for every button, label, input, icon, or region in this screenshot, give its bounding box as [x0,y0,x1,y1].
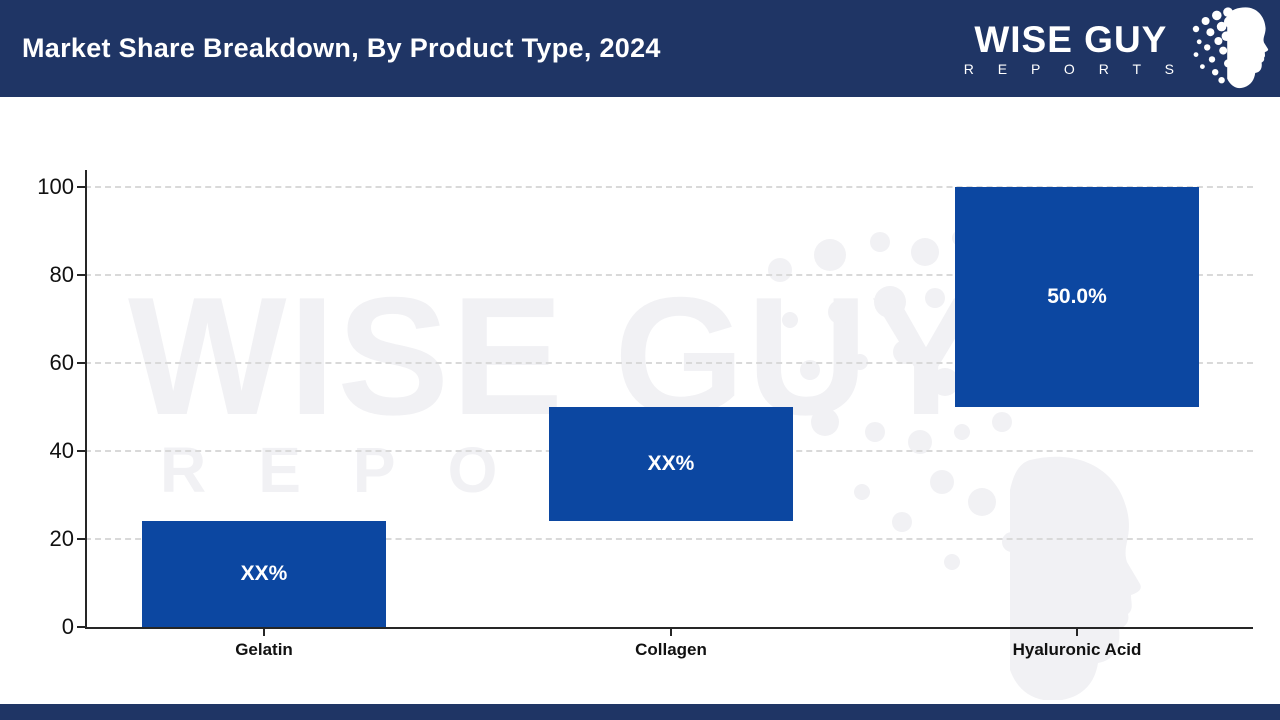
y-axis-tick [77,274,85,276]
bar-value-label: 50.0% [1047,285,1107,308]
x-axis-tick [1076,629,1078,636]
x-axis-tick [263,629,265,636]
bar-hyaluronic-acid [955,187,1199,407]
x-category-label: Gelatin [235,640,293,659]
wiseguy-face-icon [1192,6,1269,88]
y-axis-line [85,170,87,629]
watermark-face-dots [768,230,1141,700]
wiseguy-logo-line2: R E P O R T S [963,61,1184,77]
bar-value-label: XX% [240,562,288,586]
bar-gelatin [142,521,386,627]
gridline [85,362,1253,364]
bar-value-label: XX% [647,452,695,476]
y-tick-label: 80 [49,262,74,287]
wiseguy-logo: WISE GUY R E P O R T S [958,5,1280,93]
gridline [85,274,1253,276]
wiseguy-logo-line1: WISE GUY [974,19,1168,60]
footer-bar [0,704,1280,720]
gridline [85,538,1253,540]
y-tick-label: 0 [61,614,74,639]
header-bar: Market Share Breakdown, By Product Type,… [0,0,1280,97]
y-tick-label: 100 [37,174,74,199]
y-tick-label: 60 [49,350,74,375]
gridline [85,186,1253,188]
y-tick-label: 20 [49,526,74,551]
y-axis-tick [77,538,85,540]
x-category-label: Hyaluronic Acid [1012,640,1142,659]
y-axis-tick [77,362,85,364]
x-axis-tick [670,629,672,636]
y-axis-tick [77,626,85,628]
y-axis-tick [77,450,85,452]
bar-collagen [549,407,793,522]
y-axis-tick [77,186,85,188]
y-tick-label: 40 [49,438,74,463]
x-axis-line [85,627,1253,629]
wiseguy-logo-text: WISE GUY R E P O R T S [958,21,1184,76]
page-title: Market Share Breakdown, By Product Type,… [22,33,661,63]
x-category-label: Collagen [635,640,707,659]
